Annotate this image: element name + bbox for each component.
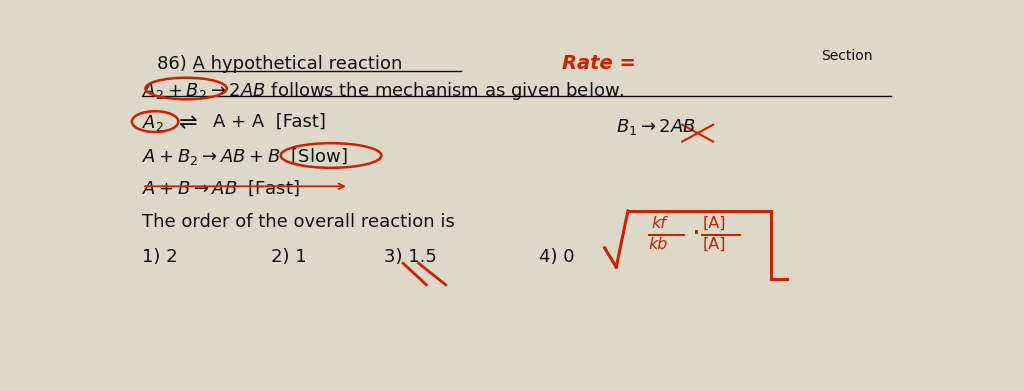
Text: $B_1 \rightarrow 2AB$: $B_1 \rightarrow 2AB$ — [616, 117, 696, 137]
Text: $\rightleftharpoons$: $\rightleftharpoons$ — [174, 113, 199, 133]
Text: $A+B\rightarrow AB$  [Fast]: $A+B\rightarrow AB$ [Fast] — [142, 179, 300, 198]
Text: .: . — [692, 212, 701, 240]
Text: A + A  [Fast]: A + A [Fast] — [213, 113, 326, 131]
Text: 86) A hypothetical reaction: 86) A hypothetical reaction — [158, 56, 402, 74]
Text: $A_2$: $A_2$ — [142, 113, 164, 133]
Text: 2) 1: 2) 1 — [271, 248, 307, 266]
Text: $A+B_2\rightarrow AB+B$  [Slow]: $A+B_2\rightarrow AB+B$ [Slow] — [142, 146, 347, 167]
Text: $A_2+B_2\rightarrow 2AB$ follows the mechanism as given below.: $A_2+B_2\rightarrow 2AB$ follows the mec… — [142, 80, 625, 102]
Text: [A]: [A] — [703, 215, 727, 231]
Text: The order of the overall reaction is: The order of the overall reaction is — [142, 213, 455, 231]
Text: kf: kf — [651, 215, 666, 231]
Text: 1) 2: 1) 2 — [142, 248, 177, 266]
Text: 4) 0: 4) 0 — [539, 248, 574, 266]
Text: Rate =: Rate = — [562, 54, 636, 73]
Text: kb: kb — [649, 237, 669, 252]
Text: 3) 1.5: 3) 1.5 — [384, 248, 436, 266]
Text: [A]: [A] — [703, 237, 727, 252]
Text: Section: Section — [821, 49, 873, 63]
